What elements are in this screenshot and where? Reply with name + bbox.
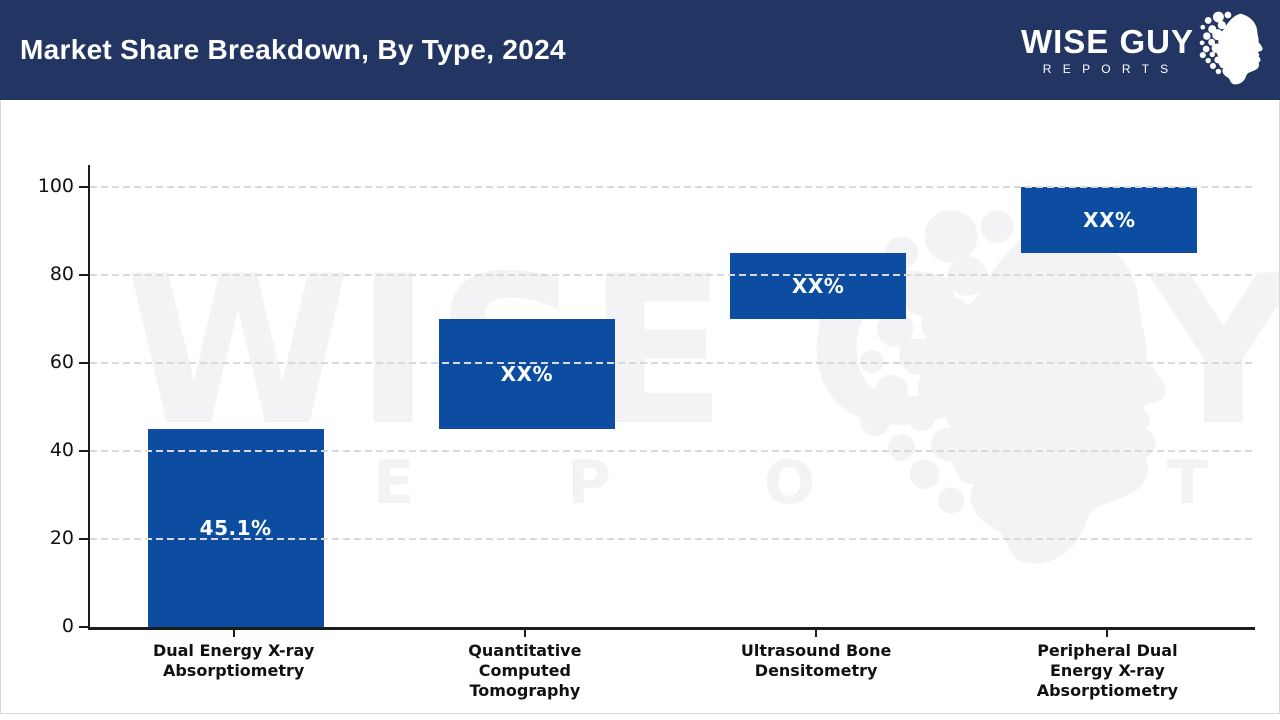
x-category-label: Peripheral Dual Energy X-ray Absorptiome… xyxy=(1036,641,1179,700)
gridline xyxy=(90,362,1255,364)
bar-segment: 45.1% xyxy=(147,428,324,627)
wiseguy-logo: WISE GUY R E P O R T S xyxy=(1021,0,1266,100)
bar-value-label: XX% xyxy=(791,274,845,298)
plot-area: 45.1% XX% XX% XX% xyxy=(88,165,1255,630)
gridline xyxy=(90,450,1255,452)
y-tick-mark xyxy=(79,538,88,540)
logo-brand-text: WISE GUY xyxy=(1020,22,1194,60)
bar-value-label: XX% xyxy=(1083,208,1136,232)
x-category-label: Dual Energy X-ray Absorptiometry xyxy=(152,641,315,680)
x-tick-mark xyxy=(815,630,818,637)
gridline xyxy=(90,274,1255,276)
y-tick-mark xyxy=(79,274,88,276)
logo-reports-text: R E P O R T S xyxy=(1042,61,1173,76)
bar-value-label: 45.1% xyxy=(199,515,272,540)
y-tick-label: 80 xyxy=(49,263,74,285)
page-title: Market Share Breakdown, By Type, 2024 xyxy=(20,34,566,65)
y-tick-label: 40 xyxy=(49,439,74,461)
logo-head-icon xyxy=(1199,11,1263,85)
logo-text: WISE GUY R E P O R T S xyxy=(1021,25,1194,76)
y-tick-mark xyxy=(79,362,88,364)
y-tick-label: 0 xyxy=(61,615,74,637)
bar-value-label: XX% xyxy=(500,361,554,386)
x-tick-mark xyxy=(232,630,235,637)
y-tick-label: 60 xyxy=(49,351,74,373)
y-tick-mark xyxy=(79,626,88,628)
y-tick-mark xyxy=(79,186,88,188)
y-tick-mark xyxy=(79,450,88,452)
header-bar: Market Share Breakdown, By Type, 2024 WI… xyxy=(0,0,1280,100)
bar-segment: XX% xyxy=(730,253,907,319)
x-category-label: Ultrasound Bone Densitometry xyxy=(740,641,892,680)
gridline xyxy=(90,538,1255,540)
bar-segment: XX% xyxy=(1021,187,1198,253)
x-category-label: Quantitative Computed Tomography xyxy=(468,641,582,700)
bar-segment: XX% xyxy=(438,319,615,429)
figure-border-bottom xyxy=(0,713,1280,714)
y-tick-label: 100 xyxy=(37,175,74,197)
x-tick-mark xyxy=(1106,630,1109,637)
gridline xyxy=(90,186,1255,188)
x-tick-mark xyxy=(523,630,526,637)
y-tick-label: 20 xyxy=(49,527,74,549)
